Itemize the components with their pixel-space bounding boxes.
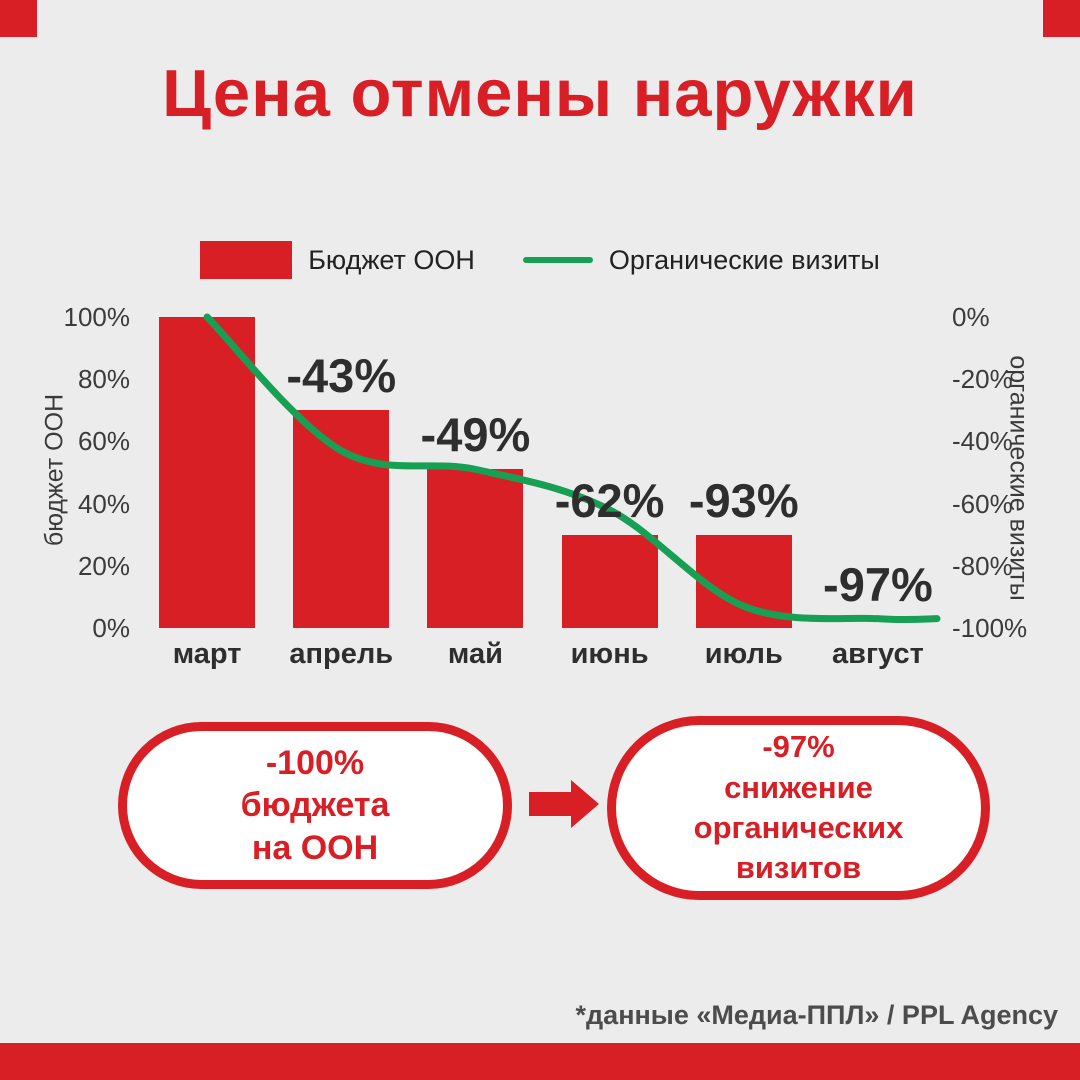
callout-visits: -97% снижение органических визитов <box>607 716 990 900</box>
x-label-июль: июль <box>704 638 783 670</box>
line-swatch-icon <box>522 257 593 263</box>
callout-budget-line-3: на ООН <box>251 828 379 867</box>
annotation-июнь: -62% <box>554 473 665 527</box>
left-axis-tick: 100% <box>63 302 131 332</box>
bar-май <box>427 469 524 628</box>
left-axis-tick: 40% <box>77 488 130 519</box>
right-axis-tick: -40% <box>952 426 1013 457</box>
annotation-май: -49% <box>420 408 531 462</box>
annotation-август: -97% <box>823 557 933 611</box>
left-axis-tick: 0% <box>92 613 130 643</box>
left-axis-tick: 60% <box>77 426 130 457</box>
left-axis-tick: 20% <box>77 550 130 581</box>
arrow-right-icon <box>529 792 571 816</box>
left-axis-tick: 80% <box>77 364 130 395</box>
bottom-accent-bar <box>0 1043 1080 1080</box>
right-axis-tick: 0% <box>952 302 990 332</box>
callout-visits-line-4: визитов <box>735 850 862 886</box>
x-label-апрель: апрель <box>289 638 394 670</box>
right-axis-tick: -100% <box>952 613 1028 643</box>
callout-budget: -100% бюджета на ООН <box>118 722 512 889</box>
corner-accent-top-right <box>1043 0 1080 37</box>
callout-visits-line-1: -97% <box>762 729 835 765</box>
chart-legend: Бюджет ООН Органические визиты <box>0 238 1080 282</box>
bar-июнь <box>561 534 658 628</box>
x-label-июнь: июнь <box>570 638 649 670</box>
page-title: Цена отмены наружки <box>162 56 918 131</box>
corner-accent-top-left <box>0 0 37 37</box>
annotation-апрель: -43% <box>286 349 397 403</box>
callout-budget-line-1: -100% <box>265 743 365 782</box>
legend-label-visits: Органические визиты <box>608 244 880 275</box>
legend-item-budget: Бюджет ООН <box>200 241 475 279</box>
legend-label-budget: Бюджет ООН <box>308 244 475 275</box>
callout-visits-line-3: органических <box>693 810 904 845</box>
legend-item-visits: Органические визиты <box>522 244 880 276</box>
bar-март <box>159 317 256 628</box>
bar-swatch-icon <box>200 241 293 279</box>
bar-июль <box>695 534 792 628</box>
right-axis-tick: -80% <box>952 550 1013 581</box>
x-label-март: март <box>172 638 242 670</box>
annotation-июль: -93% <box>688 473 799 527</box>
callout-budget-line-2: бюджета <box>240 786 390 825</box>
x-label-май: май <box>447 638 503 670</box>
left-axis-title: бюджет ООН <box>40 393 69 547</box>
bar-апрель <box>293 410 390 628</box>
x-label-август: август <box>832 638 924 670</box>
right-axis-tick: -20% <box>952 364 1013 395</box>
callout-visits-line-2: снижение <box>724 769 873 805</box>
footnote: *данные «Медиа-ППЛ» / PPL Agency <box>575 1000 1058 1030</box>
right-axis-tick: -60% <box>952 488 1013 519</box>
